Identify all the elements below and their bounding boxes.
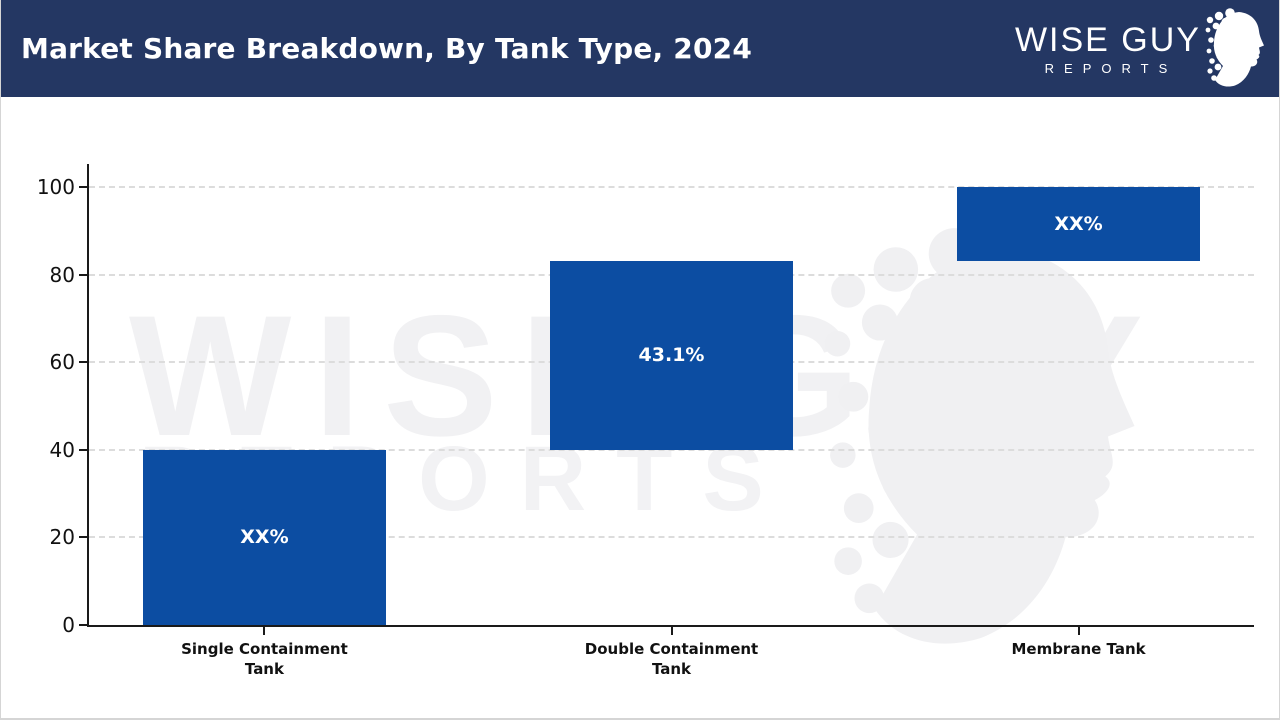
- y-tick-label-60: 60: [49, 350, 75, 375]
- bar-membrane-tank: XX%: [957, 187, 1201, 262]
- y-tick-label-20: 20: [49, 525, 75, 550]
- x-tick-mark-2: [670, 627, 673, 635]
- gridline-y-20: [89, 536, 1254, 539]
- bar-value-label: 43.1%: [638, 344, 705, 367]
- logo-head-icon: [1205, 8, 1264, 87]
- x-tick-mark-3: [1077, 627, 1080, 635]
- bar-single-containment-tank: XX%: [142, 449, 386, 625]
- bar-value-label: XX%: [240, 526, 289, 549]
- x-axis-spine: [87, 625, 1254, 627]
- y-axis-spine: [87, 164, 89, 627]
- y-tick-mark-80: [79, 273, 88, 276]
- y-tick-mark-60: [79, 361, 88, 364]
- gridline-y-100: [89, 186, 1254, 188]
- y-tick-mark-20: [79, 536, 88, 539]
- x-category-label-1: Single Containment Tank: [181, 640, 348, 678]
- y-tick-mark-100: [79, 186, 88, 188]
- watermark-head-icon: [824, 228, 1135, 644]
- logo-text: WISE GUY REPORTS: [1015, 22, 1201, 76]
- y-tick-label-40: 40: [49, 437, 75, 462]
- x-category-label-2: Double Containment Tank: [584, 640, 759, 678]
- y-tick-label-0: 0: [62, 613, 75, 637]
- bar-value-label: XX%: [1054, 213, 1103, 235]
- wise-guy-reports-logo: WISE GUY REPORTS: [1015, 6, 1269, 92]
- gridline-y-40: [89, 448, 1254, 451]
- plot-area: XX% 43.1% XX%: [89, 186, 1254, 625]
- x-category-label-3: Membrane Tank: [1011, 640, 1146, 658]
- header-banner: Market Share Breakdown, By Tank Type, 20…: [1, 0, 1279, 97]
- logo-wiseguy-label: WISE GUY: [1014, 21, 1201, 59]
- bar-double-containment-tank: 43.1%: [550, 261, 793, 450]
- x-tick-mark-1: [263, 627, 266, 635]
- logo-reports-label: REPORTS: [1044, 61, 1178, 76]
- y-tick-mark-0: [79, 624, 88, 626]
- y-tick-label-100: 100: [36, 175, 75, 199]
- y-tick-label-80: 80: [49, 262, 75, 287]
- page-title: Market Share Breakdown, By Tank Type, 20…: [21, 32, 753, 65]
- y-tick-mark-40: [79, 448, 88, 451]
